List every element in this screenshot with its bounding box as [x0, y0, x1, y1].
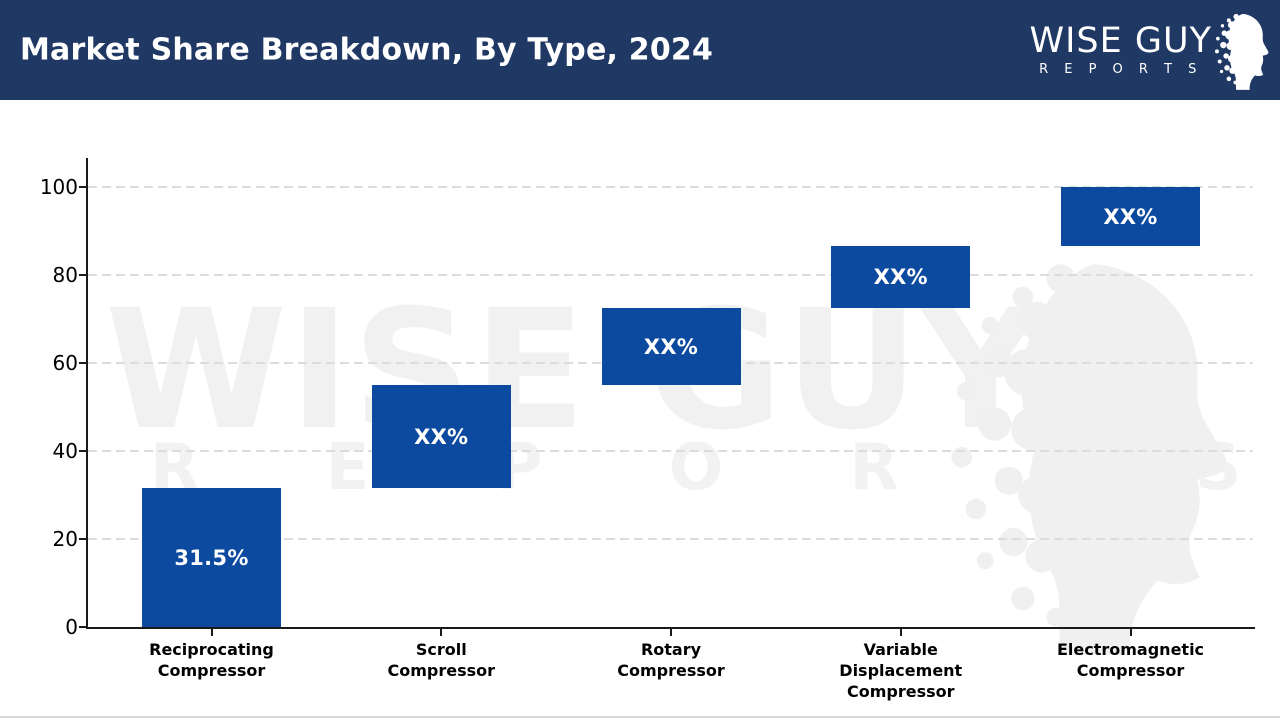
- y-axis-line: [86, 158, 88, 629]
- bar-value-label-1: 31.5%: [174, 545, 249, 570]
- x-category-label-4: Variable Displacement Compressor: [839, 640, 963, 702]
- watermark-head-profile-dots-icon: [905, 250, 1235, 659]
- bar-3: XX%: [601, 308, 741, 385]
- x-axis-line: [86, 627, 1255, 629]
- y-tick-mark-100: [79, 186, 86, 188]
- header-bar: Market Share Breakdown, By Type, 2024 WI…: [0, 0, 1280, 100]
- watermark-wordmark: WISE GUY: [105, 274, 1043, 466]
- x-tick-mark-4: [899, 629, 902, 636]
- y-tick-label-40: 40: [52, 439, 78, 463]
- y-tick-label-20: 20: [52, 527, 78, 551]
- bar-value-label-5: XX%: [1103, 204, 1158, 229]
- y-tick-label-80: 80: [52, 263, 78, 287]
- bar-2: XX%: [371, 385, 511, 489]
- y-tick-label-100: 100: [39, 175, 78, 199]
- y-tick-mark-20: [79, 538, 86, 540]
- gridline-20: [88, 538, 1253, 540]
- y-tick-mark-60: [79, 362, 86, 364]
- gridline-40: [88, 450, 1253, 452]
- head-profile-dots-icon: [1206, 11, 1270, 90]
- y-tick-mark-0: [79, 626, 86, 628]
- y-tick-mark-40: [79, 450, 86, 452]
- x-tick-mark-5: [1129, 629, 1132, 636]
- brand-wordmark: WISE GUY: [1029, 20, 1212, 61]
- bar-value-label-3: XX%: [643, 334, 699, 359]
- y-tick-label-0: 0: [65, 615, 78, 639]
- bar-5: XX%: [1061, 187, 1200, 247]
- x-tick-mark-1: [210, 629, 213, 636]
- bar-value-label-2: XX%: [414, 424, 469, 449]
- bar-1: 31.5%: [142, 488, 281, 627]
- x-tick-mark-2: [440, 629, 443, 636]
- y-tick-mark-80: [79, 274, 86, 276]
- bar-value-label-4: XX%: [873, 265, 928, 290]
- gridline-100: [88, 186, 1253, 188]
- x-tick-mark-3: [670, 629, 672, 636]
- x-category-label-3: Rotary Compressor: [617, 640, 725, 681]
- x-category-label-5: Electromagnetic Compressor: [1056, 640, 1205, 681]
- chart-area: WISE GUY R E P O R T S 0 20 40 60 80 100 31.5%…: [0, 100, 1280, 720]
- x-category-label-2: Scroll Compressor: [387, 640, 496, 681]
- y-tick-label-60: 60: [52, 351, 78, 375]
- x-category-label-1: Reciprocating Compressor: [149, 640, 274, 681]
- gridline-80: [88, 274, 1253, 276]
- bar-4: XX%: [831, 246, 971, 308]
- brand-logo: WISE GUY R E P O R T S: [1029, 0, 1270, 100]
- brand-text: WISE GUY R E P O R T S: [1029, 20, 1212, 78]
- page-title: Market Share Breakdown, By Type, 2024: [20, 32, 714, 68]
- bottom-border: [0, 716, 1280, 718]
- brand-subtext: R E P O R T S: [1039, 62, 1203, 78]
